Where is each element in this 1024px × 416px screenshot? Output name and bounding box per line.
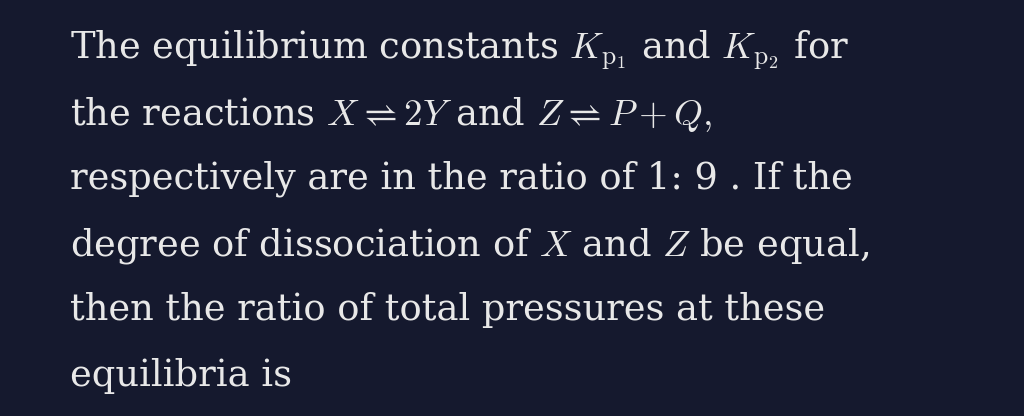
Text: then the ratio of total pressures at these: then the ratio of total pressures at the… xyxy=(70,292,824,328)
Text: equilibria is: equilibria is xyxy=(70,358,292,394)
Text: degree of dissociation of $X$ and $Z$ be equal,: degree of dissociation of $X$ and $Z$ be… xyxy=(70,226,868,266)
Text: respectively are in the ratio of 1: 9 . If the: respectively are in the ratio of 1: 9 . … xyxy=(70,161,852,197)
Text: the reactions $X \rightleftharpoons 2Y$ and $Z \rightleftharpoons P + Q,$: the reactions $X \rightleftharpoons 2Y$ … xyxy=(70,95,712,134)
Text: The equilibrium constants $K_{\mathrm{p_1}}$ and $K_{\mathrm{p_2}}$ for: The equilibrium constants $K_{\mathrm{p_… xyxy=(70,29,849,72)
